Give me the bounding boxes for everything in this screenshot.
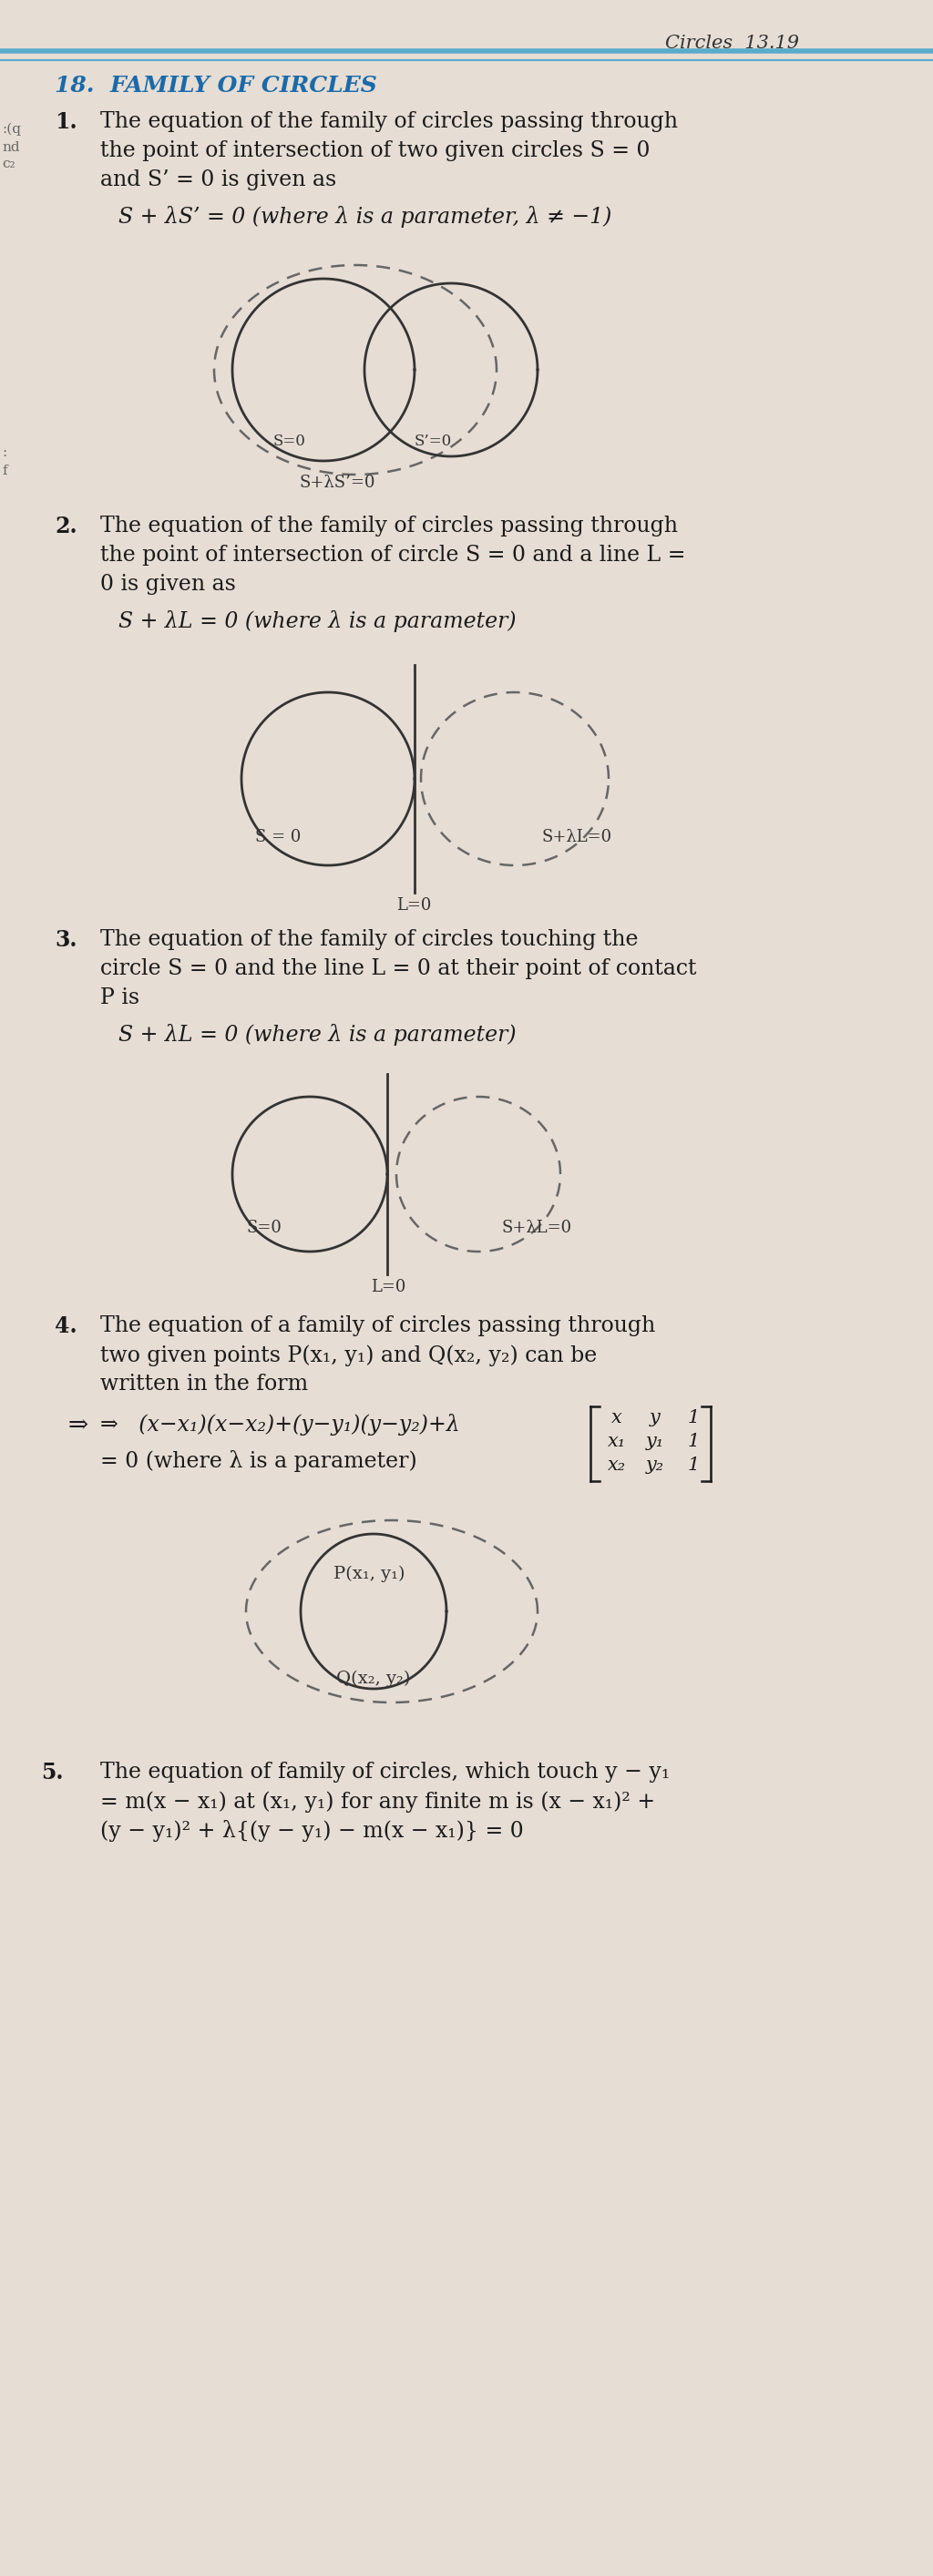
Text: c₂: c₂ (2, 157, 15, 170)
Text: circle S = 0 and the line L = 0 at their point of contact: circle S = 0 and the line L = 0 at their… (100, 958, 697, 979)
Text: The equation of the family of circles touching the: The equation of the family of circles to… (100, 930, 638, 951)
Text: S = 0: S = 0 (255, 829, 301, 845)
Text: The equation of family of circles, which touch y − y₁: The equation of family of circles, which… (100, 1762, 670, 1783)
Text: x₂: x₂ (607, 1458, 626, 1473)
Text: y: y (649, 1409, 661, 1427)
Text: 3.: 3. (55, 930, 77, 951)
Text: the point of intersection of circle S = 0 and a line L =: the point of intersection of circle S = … (100, 544, 686, 567)
Text: two given points P(x₁, y₁) and Q(x₂, y₂) can be: two given points P(x₁, y₁) and Q(x₂, y₂)… (100, 1345, 597, 1365)
Text: S + λS’ = 0 (where λ is a parameter, λ ≠ −1): S + λS’ = 0 (where λ is a parameter, λ ≠… (118, 206, 612, 227)
Text: = m(x − x₁) at (x₁, y₁) for any finite m is (x − x₁)² +: = m(x − x₁) at (x₁, y₁) for any finite m… (100, 1790, 655, 1814)
Text: S’=0: S’=0 (414, 433, 453, 448)
Text: :: : (2, 446, 7, 459)
Text: L=0: L=0 (370, 1278, 406, 1296)
Text: 0 is given as: 0 is given as (100, 574, 236, 595)
Text: and S’ = 0 is given as: and S’ = 0 is given as (100, 170, 337, 191)
Text: f: f (2, 464, 7, 477)
Text: nd: nd (2, 142, 20, 155)
Text: 5.: 5. (41, 1762, 63, 1783)
Text: 1: 1 (688, 1458, 700, 1473)
Text: The equation of the family of circles passing through: The equation of the family of circles pa… (100, 515, 678, 536)
Text: x: x (611, 1409, 622, 1427)
Text: x₁: x₁ (607, 1432, 626, 1450)
Text: 1: 1 (688, 1432, 700, 1450)
Text: 4.: 4. (55, 1316, 77, 1337)
Text: 2.: 2. (55, 515, 77, 538)
Text: y₂: y₂ (646, 1458, 664, 1473)
Text: (y − y₁)² + λ{(y − y₁) − m(x − x₁)} = 0: (y − y₁)² + λ{(y − y₁) − m(x − x₁)} = 0 (100, 1821, 523, 1842)
Text: 1: 1 (688, 1409, 700, 1427)
Text: ⇒: ⇒ (68, 1414, 89, 1437)
Text: P(x₁, y₁): P(x₁, y₁) (333, 1566, 405, 1582)
Text: the point of intersection of two given circles S = 0: the point of intersection of two given c… (100, 139, 650, 162)
Text: 18.  FAMILY OF CIRCLES: 18. FAMILY OF CIRCLES (55, 75, 377, 95)
Text: S + λL = 0 (where λ is a parameter): S + λL = 0 (where λ is a parameter) (118, 611, 516, 631)
Text: ⇒   (x−x₁)(x−x₂)+(y−y₁)(y−y₂)+λ: ⇒ (x−x₁)(x−x₂)+(y−y₁)(y−y₂)+λ (100, 1414, 460, 1435)
Text: y₁: y₁ (646, 1432, 664, 1450)
Text: S+λL=0: S+λL=0 (501, 1218, 571, 1236)
Text: written in the form: written in the form (100, 1373, 308, 1394)
Text: S + λL = 0 (where λ is a parameter): S + λL = 0 (where λ is a parameter) (118, 1023, 516, 1046)
Text: The equation of the family of circles passing through: The equation of the family of circles pa… (100, 111, 678, 131)
Text: :(q: :(q (2, 124, 21, 137)
Text: The equation of a family of circles passing through: The equation of a family of circles pass… (100, 1316, 655, 1337)
Text: Q(x₂, y₂): Q(x₂, y₂) (337, 1672, 411, 1687)
Text: 1.: 1. (55, 111, 77, 134)
Text: Circles  13.19: Circles 13.19 (665, 33, 799, 52)
Text: S+λL=0: S+λL=0 (542, 829, 612, 845)
Text: S=0: S=0 (273, 433, 306, 448)
Text: S+λS’=0: S+λS’=0 (299, 474, 375, 492)
Text: L=0: L=0 (397, 896, 431, 914)
Text: S=0: S=0 (246, 1218, 282, 1236)
Text: P is: P is (100, 987, 140, 1007)
Text: = 0 (where λ is a parameter): = 0 (where λ is a parameter) (100, 1450, 417, 1471)
